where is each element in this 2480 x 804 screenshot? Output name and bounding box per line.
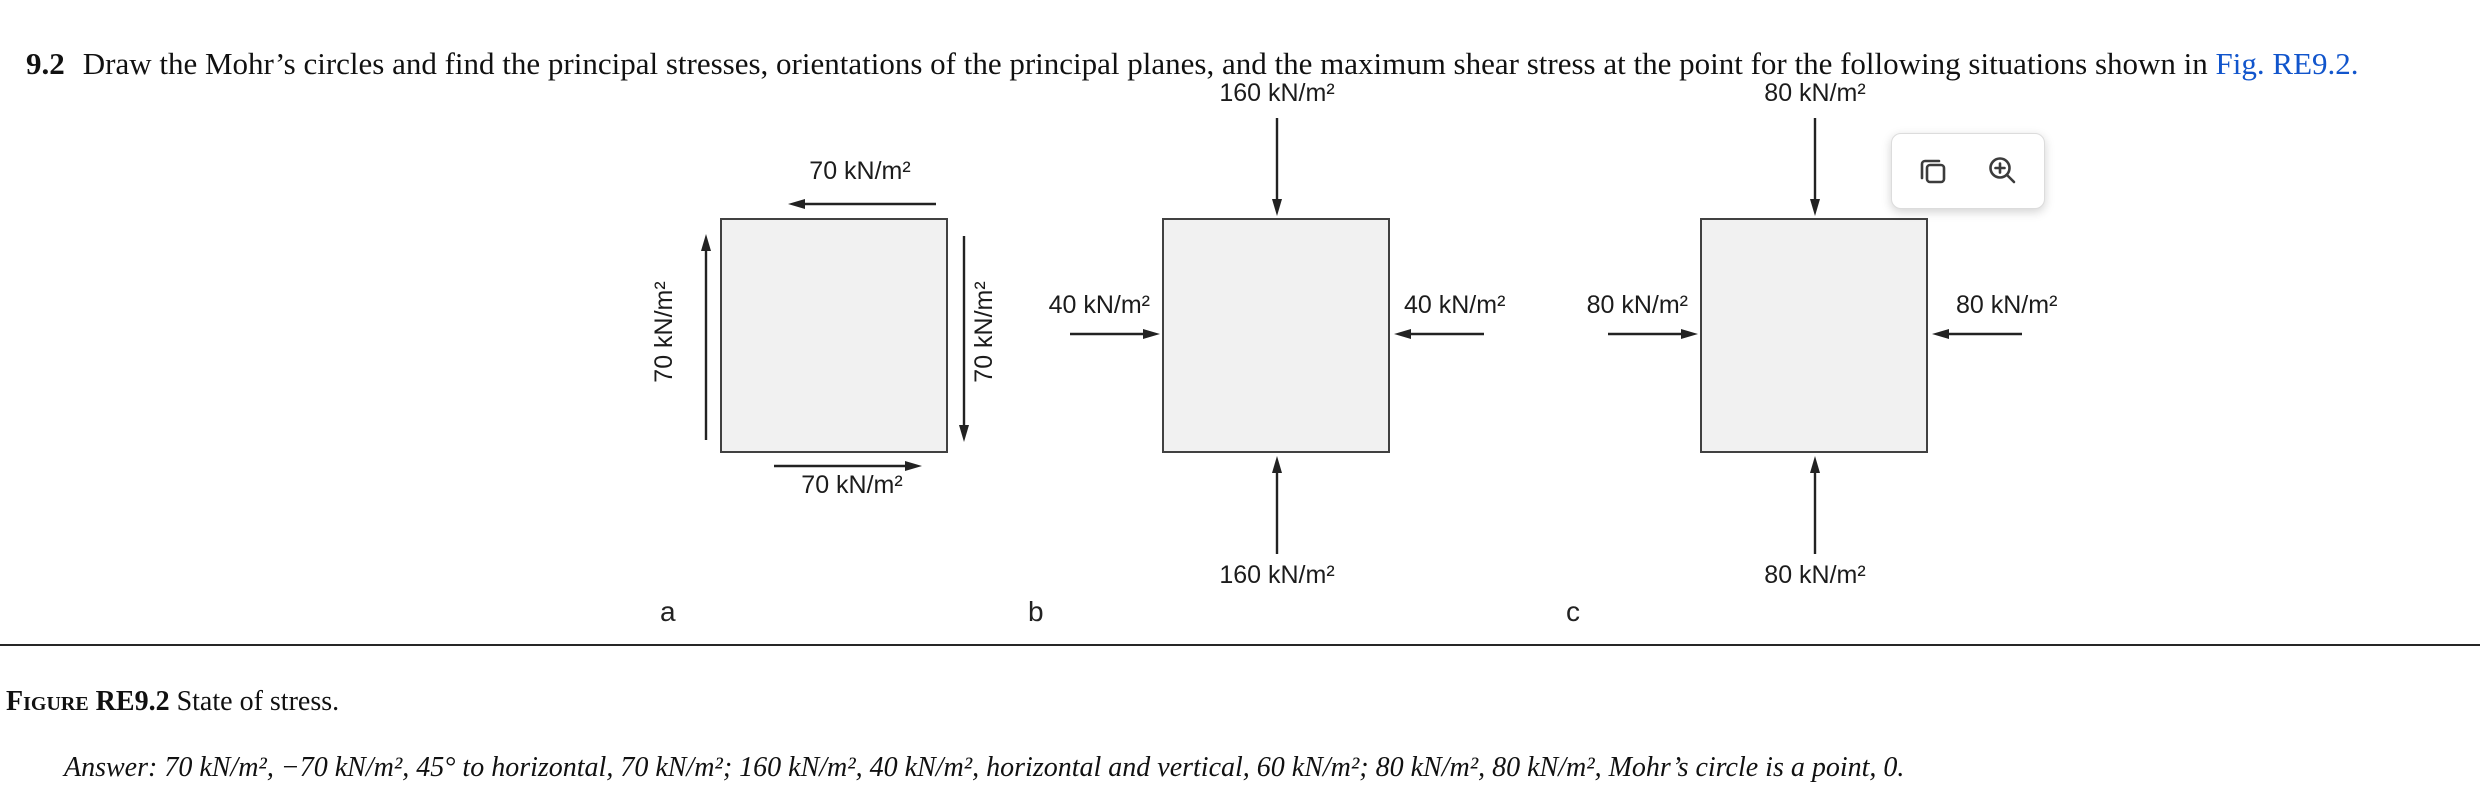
copy-icon: [1921, 159, 1946, 184]
stress-square-c: [1700, 218, 1928, 453]
shear-arrow-left-up-a: [701, 234, 711, 440]
zoom-in-button[interactable]: [1975, 143, 2031, 199]
stress-label-bottom-b: 160 kN/m²: [1219, 561, 1335, 589]
shear-arrow-right-down-a: [959, 236, 969, 442]
stress-arrow-right-c: [1932, 329, 2022, 339]
stress-arrow-bottom-b: [1272, 456, 1282, 554]
stress-arrow-bottom-c: [1810, 456, 1820, 554]
zoom-in-icon: [1988, 157, 2015, 184]
stress-label-left-b: 40 kN/m²: [1048, 291, 1150, 319]
stress-label-right-c: 80 kN/m²: [1956, 291, 2058, 319]
caption-label: Figure RE9.2: [6, 686, 170, 717]
figure-caption: Figure RE9.2 State of stress.: [6, 686, 339, 718]
diagram-letter-c: c: [1566, 596, 1580, 627]
diagram-letter-a: a: [660, 596, 676, 627]
problem-statement: 9.2 Draw the Mohr’s circles and find the …: [26, 45, 2472, 84]
answer-text: Answer: 70 kN/m², −70 kN/m², 45° to hori…: [64, 752, 1905, 783]
stress-arrow-top-c: [1810, 118, 1820, 216]
figure-divider: [0, 644, 2480, 646]
stress-label-top-c: 80 kN/m²: [1764, 79, 1866, 107]
stress-label-left-a: 70 kN/m²: [650, 281, 678, 383]
stress-arrow-right-b: [1394, 329, 1484, 339]
shear-arrow-bottom-right-a: [774, 461, 922, 471]
problem-text: Draw the Mohr’s circles and find the pri…: [82, 46, 2208, 81]
stress-arrow-left-c: [1608, 329, 1698, 339]
stress-square-a: [720, 218, 948, 453]
stress-label-bottom-c: 80 kN/m²: [1764, 561, 1866, 589]
caption-text: State of stress.: [176, 686, 340, 717]
copy-image-button[interactable]: [1905, 143, 1961, 199]
stress-label-bottom-a: 70 kN/m²: [801, 471, 903, 499]
figure-link[interactable]: Fig. RE9.2.: [2215, 46, 2359, 81]
stress-label-right-a: 70 kN/m²: [970, 281, 998, 383]
stress-label-left-c: 80 kN/m²: [1586, 291, 1688, 319]
stress-arrow-top-b: [1272, 118, 1282, 216]
stress-label-top-a: 70 kN/m²: [809, 157, 911, 185]
stress-arrow-left-b: [1070, 329, 1160, 339]
diagram-letter-b: b: [1028, 596, 1044, 627]
stress-label-top-b: 160 kN/m²: [1219, 79, 1335, 107]
problem-number: 9.2: [26, 46, 65, 81]
shear-arrow-top-left-a: [788, 199, 936, 209]
image-toolbar: [1891, 133, 2045, 209]
stress-label-right-b: 40 kN/m²: [1404, 291, 1506, 319]
stress-square-b: [1162, 218, 1390, 453]
